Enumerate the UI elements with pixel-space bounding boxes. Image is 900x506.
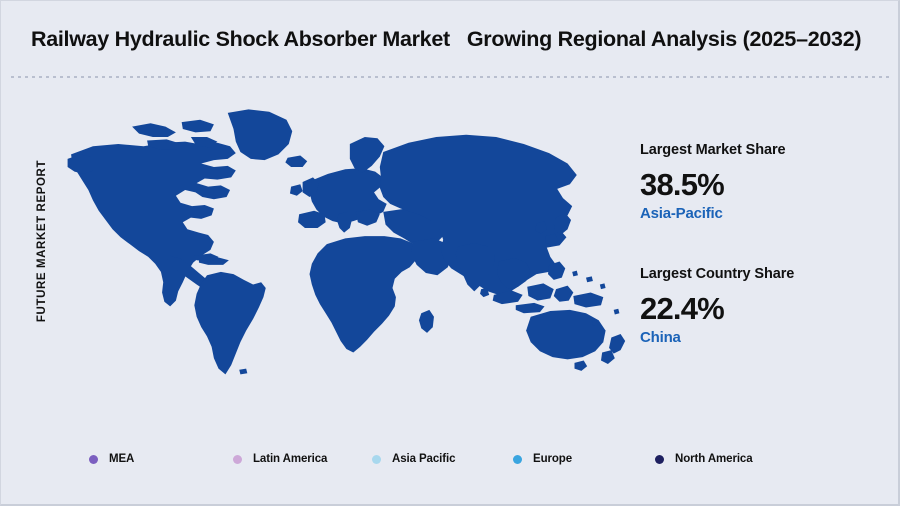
land-southeast-asia (497, 258, 531, 290)
land-pacific-islands (572, 270, 578, 277)
legend-item-europe[interactable]: Europe (513, 449, 572, 469)
legend-swatch-icon (372, 454, 381, 464)
land-arctic-islands-3 (147, 139, 182, 150)
land-pacific-islands-3 (599, 283, 606, 290)
land-korea (535, 221, 547, 234)
world-map-svg (63, 99, 639, 417)
stat-largest-country-share: Largest Country Share 22.4% China (640, 265, 880, 347)
land-south-america (194, 271, 266, 375)
legend-label: Europe (533, 453, 573, 465)
legend-swatch-icon (655, 454, 664, 464)
stat-title: Largest Market Share (640, 142, 786, 158)
brand-side-label: FUTURE MARKET REPORT (33, 160, 51, 415)
stats-panel: Largest Market Share 38.5% Asia-Pacific … (640, 142, 880, 347)
land-pacific-islands-2 (586, 276, 593, 283)
land-falklands (239, 368, 248, 375)
land-japan (553, 213, 572, 235)
land-indonesia-java (515, 302, 545, 314)
land-new-zealand (609, 334, 626, 354)
header-divider (11, 76, 889, 78)
land-europe (309, 168, 387, 224)
land-greenland (227, 109, 293, 161)
land-new-guinea (573, 292, 604, 308)
land-alaska (67, 154, 98, 174)
land-iberia (298, 210, 326, 229)
land-british-isles (302, 177, 319, 197)
land-north-america (71, 141, 236, 307)
legend-label: MEA (109, 453, 135, 465)
land-asia (379, 134, 577, 295)
land-pacific-islands-4 (613, 308, 620, 315)
legend-swatch-icon (233, 454, 242, 464)
legend-label: Latin America (253, 453, 328, 465)
land-madagascar (418, 309, 434, 333)
land-arctic-islands-2 (181, 119, 214, 133)
land-tasmania (574, 360, 588, 371)
legend-label: Asia Pacific (392, 453, 456, 465)
legend-item-asia-pacific[interactable]: Asia Pacific (372, 449, 455, 469)
land-balkans (355, 209, 380, 226)
land-indonesia-borneo (527, 283, 554, 301)
page-title: Railway Hydraulic Shock Absorber Market … (31, 26, 862, 51)
stat-value: 38.5% (640, 166, 725, 202)
land-philippines (547, 261, 566, 280)
header: Railway Hydraulic Shock Absorber Market … (1, 1, 898, 77)
stat-value: 22.4% (640, 290, 725, 326)
land-central-america (166, 255, 210, 290)
land-sri-lanka (480, 287, 490, 298)
land-cuba (194, 253, 219, 262)
land-arctic-islands-4 (190, 137, 218, 148)
land-arctic-islands (132, 123, 176, 138)
land-japan-south (545, 233, 559, 246)
map-landmasses (67, 109, 626, 375)
legend-item-north-america[interactable]: North America (655, 449, 753, 469)
land-scandinavia (349, 137, 385, 173)
stat-title: Largest Country Share (640, 265, 795, 282)
legend-item-latin-america[interactable]: Latin America (233, 449, 327, 469)
legend-swatch-icon (513, 454, 522, 464)
stat-largest-market-share: Largest Market Share 38.5% Asia-Pacific (640, 142, 880, 223)
stat-subject: China (640, 329, 681, 347)
world-map (63, 99, 639, 417)
land-pacific-islands-5 (591, 320, 598, 326)
legend-swatch-icon (89, 454, 98, 464)
legend-item-mea[interactable]: MEA (89, 449, 134, 469)
stat-subject: Asia-Pacific (640, 205, 723, 223)
land-iceland (285, 155, 308, 167)
brand-side-label-text: FUTURE MARKET REPORT (36, 159, 49, 323)
land-new-zealand-south (600, 350, 615, 364)
land-indonesia-sulawesi (553, 285, 574, 302)
land-indonesia-sumatra (492, 290, 523, 305)
land-africa (309, 236, 419, 353)
map-legend: MEA Latin America Asia Pacific Europe No… (89, 449, 879, 469)
land-australia (526, 309, 606, 360)
land-ireland (289, 184, 303, 196)
land-italy (337, 211, 353, 233)
legend-label: North America (675, 453, 753, 465)
land-india (455, 243, 495, 292)
